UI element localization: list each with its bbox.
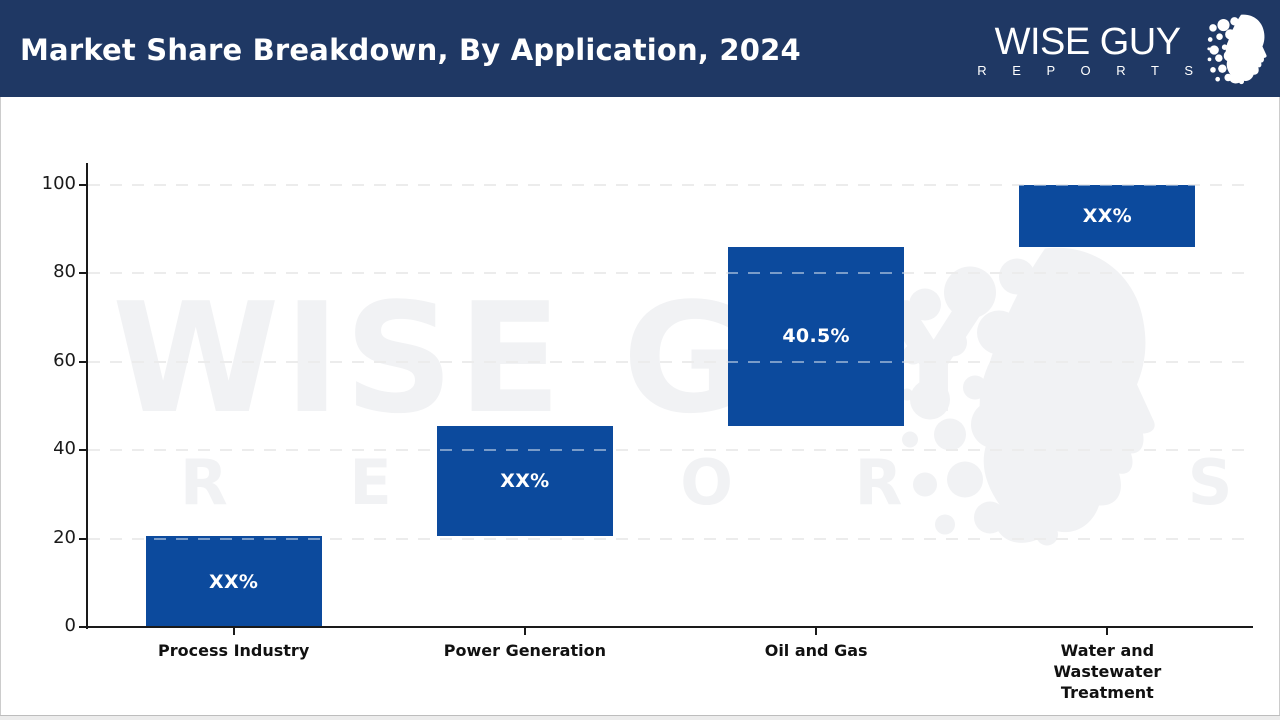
- bar-value-label: XX%: [500, 470, 550, 493]
- y-gridline: [88, 449, 1253, 452]
- bar-value-label: XX%: [209, 570, 259, 593]
- logo-subtitle: R E P O R T S: [977, 63, 1204, 78]
- y-tick: [79, 449, 87, 452]
- y-axis-line: [86, 163, 88, 629]
- chart-title: Market Share Breakdown, By Application, …: [20, 33, 801, 67]
- x-axis-line: [86, 626, 1253, 628]
- y-gridline: [88, 537, 1253, 540]
- y-tick: [79, 360, 87, 363]
- y-gridline-overlay: [88, 537, 1253, 540]
- bar: XX%: [1019, 185, 1196, 247]
- y-gridline-overlay: [88, 360, 1253, 363]
- y-gridline-overlay: [88, 272, 1253, 275]
- x-axis-label: Oil and Gas: [764, 641, 868, 660]
- y-tick: [79, 537, 87, 540]
- y-tick-label: 100: [41, 173, 76, 194]
- bottom-border: [0, 715, 1280, 720]
- y-tick-label: 0: [64, 615, 76, 636]
- y-gridline-overlay: [88, 184, 1253, 186]
- bar: XX%: [145, 536, 322, 627]
- logo-head-icon: [1206, 7, 1276, 93]
- y-gridline: [88, 184, 1253, 186]
- x-axis-label: Power Generation: [443, 641, 606, 660]
- y-gridline-overlay: [88, 449, 1253, 452]
- logo-text: WISE GUY R E P O R T S: [971, 22, 1204, 78]
- y-tick: [79, 272, 87, 275]
- wise-guy-logo: WISE GUY R E P O R T S: [971, 6, 1276, 94]
- x-tick: [523, 628, 526, 635]
- x-axis-label: Water and Wastewater Treatment: [1053, 641, 1162, 702]
- y-tick: [79, 184, 87, 186]
- bar-value-label: 40.5%: [782, 325, 850, 348]
- logo-wordmark: WISE GUY: [994, 21, 1182, 63]
- y-tick-label: 80: [53, 261, 76, 283]
- watermark-head-icon: [895, 232, 1195, 567]
- y-tick-label: 20: [53, 526, 76, 548]
- x-tick: [815, 628, 818, 635]
- x-tick: [1106, 628, 1109, 635]
- bar: XX%: [436, 425, 613, 537]
- bar: 40.5%: [728, 246, 905, 426]
- header-bar: Market Share Breakdown, By Application, …: [0, 0, 1280, 97]
- y-gridline: [88, 272, 1253, 275]
- y-gridline: [88, 360, 1253, 363]
- left-border: [0, 97, 1, 720]
- y-tick-label: 60: [53, 349, 76, 371]
- y-tick: [79, 626, 87, 628]
- x-axis-label: Process Industry: [158, 641, 310, 660]
- bar-value-label: XX%: [1082, 204, 1132, 227]
- y-tick-label: 40: [53, 438, 76, 460]
- x-tick: [232, 628, 235, 635]
